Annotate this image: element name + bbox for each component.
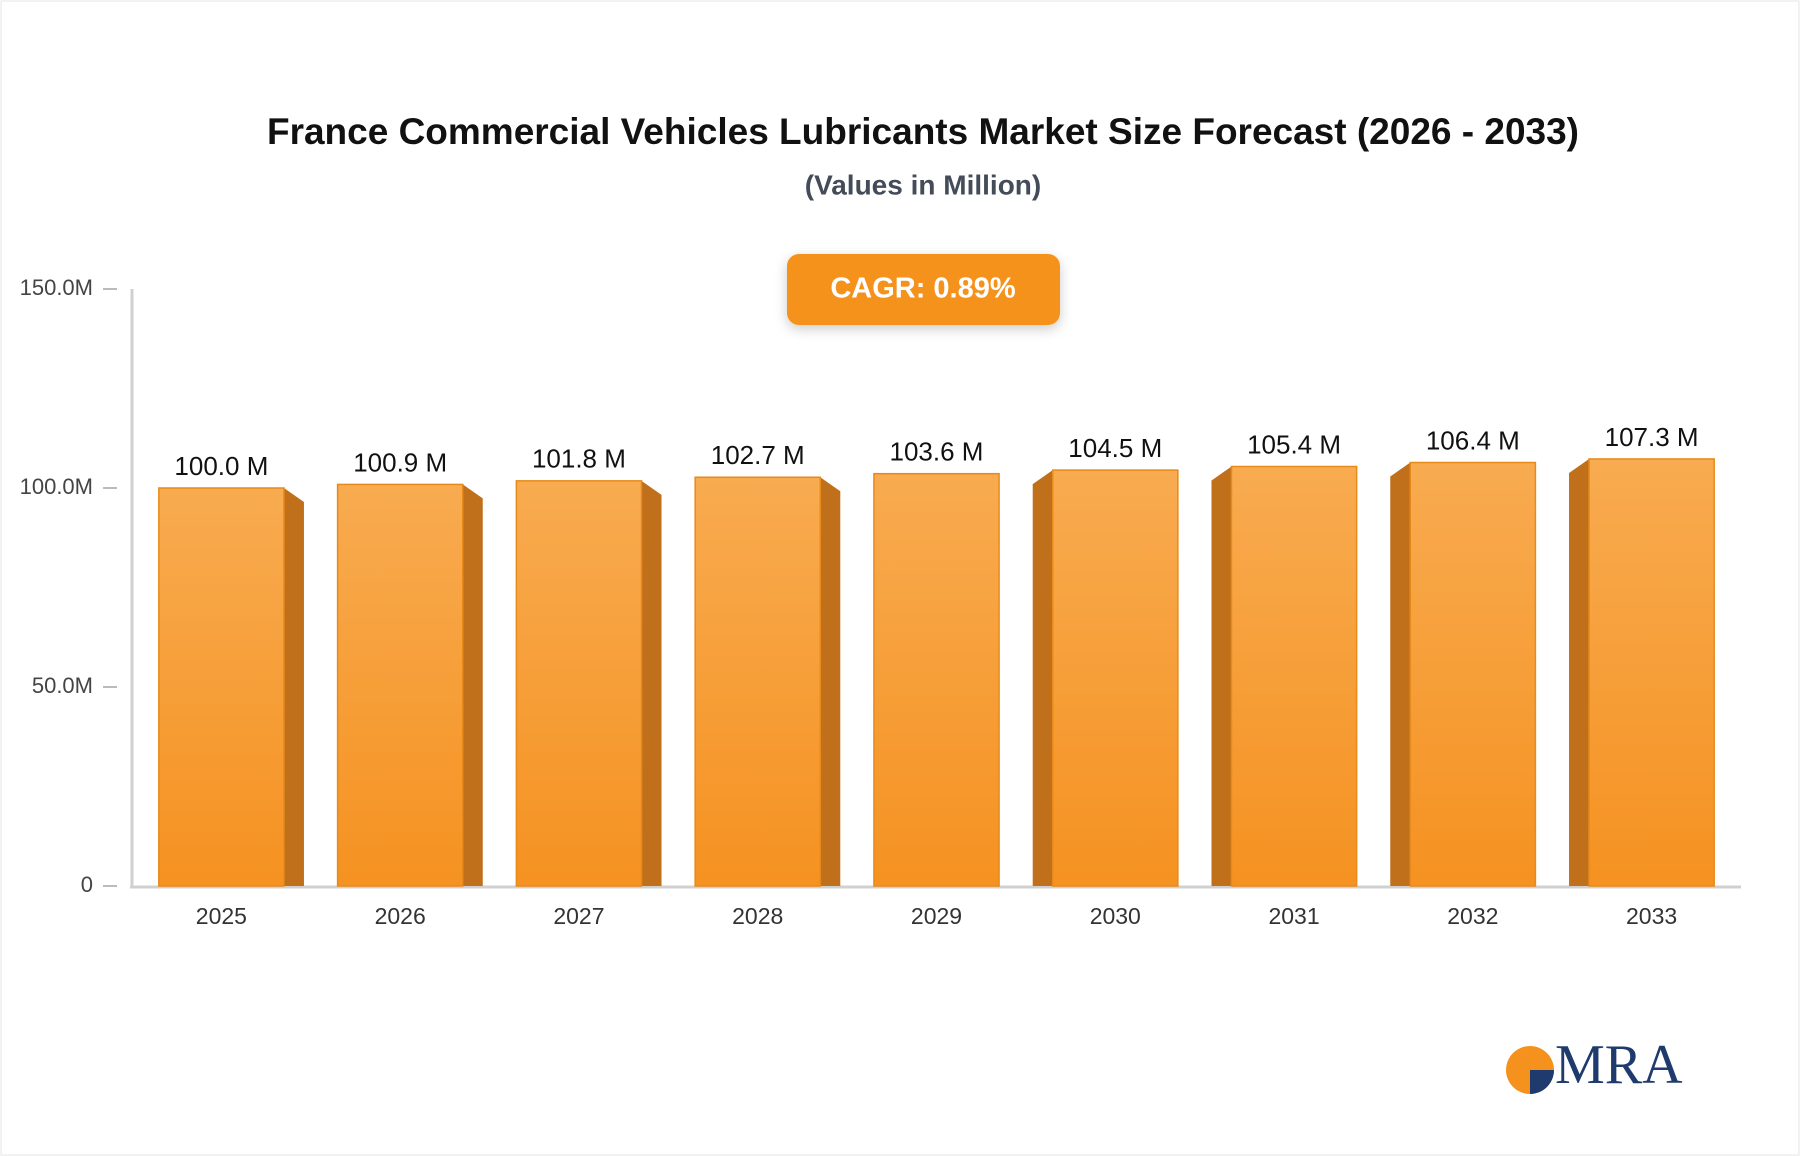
bar-side [462,484,483,886]
bar [1230,465,1358,887]
bar-side [1032,470,1053,886]
logo-text: MRA [1555,1034,1683,1096]
x-tick-label: 2025 [196,903,247,929]
bar-side [1211,466,1232,886]
y-tick-label: 100.0M [20,474,93,499]
x-tick-label: 2026 [375,903,426,929]
cagr-badge [787,254,1060,325]
bar [694,476,822,887]
value-label: 105.4 M [1247,429,1341,459]
x-tick-label: 2027 [553,903,604,929]
value-label: 106.4 M [1426,425,1520,455]
x-tick-label: 2029 [911,903,962,929]
value-label: 107.3 M [1605,422,1699,452]
chart-title: France Commercial Vehicles Lubricants Ma… [267,111,1579,152]
y-tick-label: 0 [81,872,93,897]
bar-side [820,477,841,886]
bar-side [641,480,662,886]
value-label: 100.9 M [353,447,447,477]
x-tick-label: 2033 [1626,903,1677,929]
value-label: 102.7 M [711,440,805,470]
value-label: 103.6 M [890,437,984,467]
bar-side [1390,462,1411,886]
bar [515,480,643,887]
y-tick-label: 150.0M [20,275,93,300]
value-label: 101.8 M [532,444,626,474]
x-tick-label: 2028 [732,903,783,929]
x-tick-label: 2031 [1268,903,1319,929]
logo-icon-part [1530,1070,1554,1094]
bar-side [1569,458,1590,886]
x-tick-label: 2032 [1447,903,1498,929]
chart-subtitle: (Values in Million) [805,169,1041,200]
y-tick-label: 50.0M [32,673,93,698]
bar [873,472,1000,887]
bar [1588,458,1715,887]
x-tick-label: 2030 [1090,903,1141,929]
bar-side [283,488,304,886]
bar [336,483,464,887]
value-label: 104.5 M [1068,433,1162,463]
cagr-label: CAGR: 0.89% [830,273,1016,305]
value-label: 100.0 M [174,451,268,481]
bar [1409,461,1537,887]
bar [1051,469,1179,887]
logo: MRA [1506,1034,1683,1096]
bar [158,487,285,887]
